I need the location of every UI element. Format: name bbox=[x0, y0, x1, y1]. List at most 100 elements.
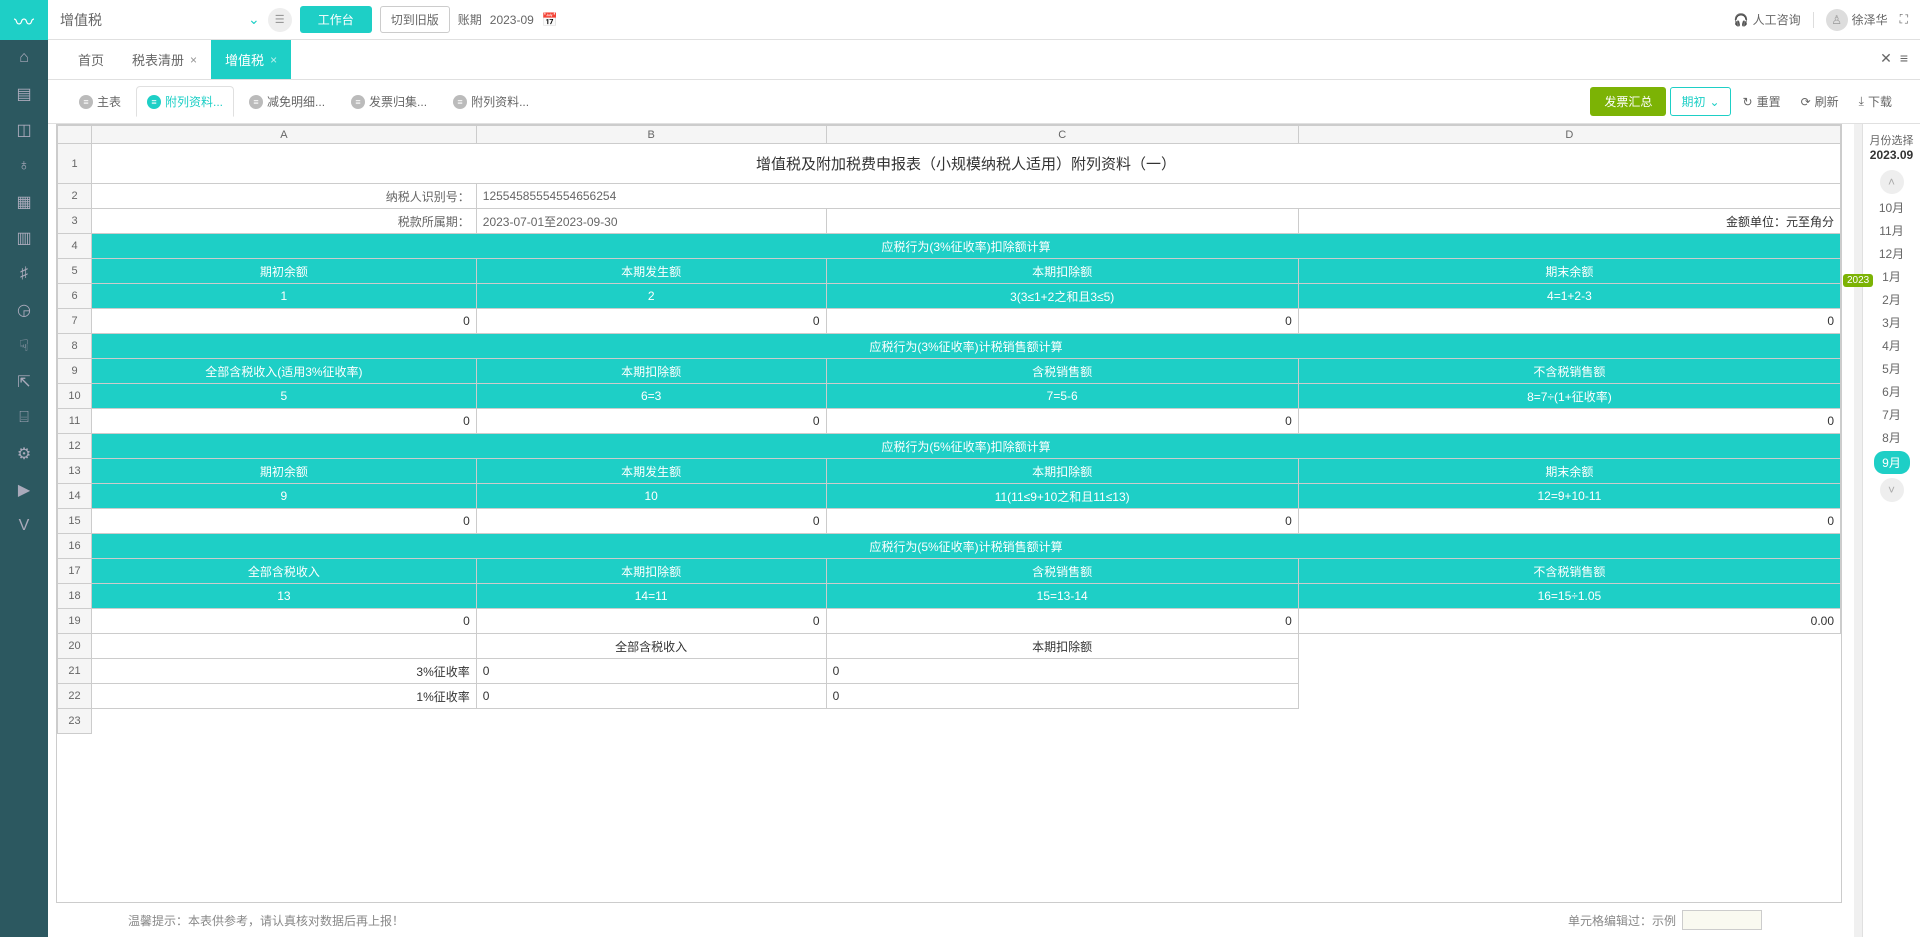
month-item[interactable]: 4月 bbox=[1863, 334, 1920, 357]
row-header[interactable]: 18 bbox=[58, 584, 92, 609]
row-header[interactable]: 19 bbox=[58, 609, 92, 634]
cell[interactable]: 0.00 bbox=[1298, 609, 1840, 634]
tabs-menu-icon[interactable]: ≡ bbox=[1900, 50, 1908, 67]
user-menu[interactable]: ♙ 徐泽华 bbox=[1826, 9, 1888, 31]
cell[interactable]: 0 bbox=[476, 409, 826, 434]
month-item[interactable]: 8月 bbox=[1863, 426, 1920, 449]
col-header[interactable]: B bbox=[476, 126, 826, 144]
month-item[interactable]: 3月 bbox=[1863, 311, 1920, 334]
month-item[interactable]: 11月 bbox=[1863, 219, 1920, 242]
month-item[interactable]: 7月 bbox=[1863, 403, 1920, 426]
invoice-summary-button[interactable]: 发票汇总 bbox=[1590, 87, 1666, 116]
cell[interactable]: 全部含税收入 bbox=[476, 634, 826, 659]
period-value[interactable]: 2023-09 bbox=[490, 13, 534, 27]
nav-hand-icon[interactable]: ☟ bbox=[0, 328, 48, 364]
subtab-attach2[interactable]: ≡附列资料... bbox=[442, 86, 540, 117]
cell[interactable]: 0 bbox=[92, 509, 477, 534]
cell[interactable]: 0 bbox=[1298, 509, 1840, 534]
nav-gauge-icon[interactable]: ◶ bbox=[0, 292, 48, 328]
cell[interactable]: 0 bbox=[826, 659, 1298, 684]
cell[interactable]: 0 bbox=[1298, 309, 1840, 334]
row-header[interactable]: 10 bbox=[58, 384, 92, 409]
row-header[interactable]: 4 bbox=[58, 234, 92, 259]
row-header[interactable]: 3 bbox=[58, 209, 92, 234]
download-button[interactable]: ⤓下载 bbox=[1851, 93, 1900, 110]
nav-table-icon[interactable]: ▥ bbox=[0, 220, 48, 256]
cell[interactable]: 0 bbox=[476, 509, 826, 534]
col-header[interactable]: A bbox=[92, 126, 477, 144]
tab-home[interactable]: 首页 bbox=[64, 40, 118, 79]
header-list-icon[interactable]: ☰ bbox=[268, 8, 292, 32]
cell[interactable] bbox=[1298, 659, 1840, 684]
cell[interactable]: 2023-07-01至2023-09-30 bbox=[476, 209, 826, 234]
subtab-main[interactable]: ≡主表 bbox=[68, 86, 132, 117]
row-header[interactable]: 14 bbox=[58, 484, 92, 509]
subtab-invoice[interactable]: ≡发票归集... bbox=[340, 86, 438, 117]
row-header[interactable]: 15 bbox=[58, 509, 92, 534]
cell[interactable]: 1%征收率 bbox=[92, 684, 477, 709]
month-item[interactable]: 6月 bbox=[1863, 380, 1920, 403]
chevron-down-icon[interactable]: ⌄ bbox=[248, 11, 260, 28]
cell[interactable]: 3%征收率 bbox=[92, 659, 477, 684]
row-header[interactable]: 5 bbox=[58, 259, 92, 284]
row-header[interactable]: 8 bbox=[58, 334, 92, 359]
row-header[interactable]: 16 bbox=[58, 534, 92, 559]
month-item-active[interactable]: 9月 bbox=[1874, 451, 1910, 474]
cell[interactable]: 0 bbox=[92, 309, 477, 334]
tab-list[interactable]: 税表清册× bbox=[118, 40, 211, 79]
nav-video-icon[interactable]: ▶ bbox=[0, 472, 48, 508]
sheet-corner[interactable] bbox=[58, 126, 92, 144]
row-header[interactable]: 1 bbox=[58, 144, 92, 184]
header-dropdown[interactable]: 增值税 bbox=[60, 10, 240, 30]
nav-clipboard-icon[interactable]: ▦ bbox=[0, 184, 48, 220]
tabs-close-icon[interactable]: ✕ bbox=[1880, 50, 1892, 67]
cell[interactable]: 0 bbox=[476, 609, 826, 634]
cell[interactable]: 0 bbox=[826, 409, 1298, 434]
cell[interactable]: 纳税人识别号： bbox=[92, 184, 477, 209]
row-header[interactable]: 6 bbox=[58, 284, 92, 309]
row-header[interactable]: 13 bbox=[58, 459, 92, 484]
reset-button[interactable]: ↻重置 bbox=[1735, 93, 1789, 110]
consult-button[interactable]: 🎧 人工咨询 bbox=[1734, 11, 1801, 28]
cell[interactable]: 0 bbox=[92, 609, 477, 634]
cell[interactable]: 0 bbox=[476, 659, 826, 684]
close-icon[interactable]: × bbox=[270, 53, 277, 67]
nav-export-icon[interactable]: ⇱ bbox=[0, 364, 48, 400]
row-header[interactable]: 21 bbox=[58, 659, 92, 684]
row-header[interactable]: 7 bbox=[58, 309, 92, 334]
workbench-button[interactable]: 工作台 bbox=[300, 6, 372, 33]
cell[interactable]: 0 bbox=[826, 609, 1298, 634]
row-header[interactable]: 22 bbox=[58, 684, 92, 709]
row-header[interactable]: 11 bbox=[58, 409, 92, 434]
cell[interactable] bbox=[92, 709, 1841, 734]
cell[interactable]: 本期扣除额 bbox=[826, 634, 1298, 659]
cell[interactable] bbox=[92, 634, 477, 659]
row-header[interactable]: 12 bbox=[58, 434, 92, 459]
close-icon[interactable]: × bbox=[190, 53, 197, 67]
row-header[interactable]: 20 bbox=[58, 634, 92, 659]
cell[interactable]: 金额单位：元至角分 bbox=[1298, 209, 1840, 234]
app-logo[interactable]: 〰 bbox=[0, 0, 48, 40]
nav-inbox-icon[interactable]: ⌸ bbox=[0, 400, 48, 436]
cell[interactable]: 12554585554554656254 bbox=[476, 184, 1840, 209]
col-header[interactable]: D bbox=[1298, 126, 1840, 144]
fullscreen-icon[interactable]: ⛶ bbox=[1900, 12, 1908, 27]
month-item[interactable]: 12月 bbox=[1863, 242, 1920, 265]
cell[interactable] bbox=[826, 209, 1298, 234]
cell[interactable] bbox=[1298, 684, 1840, 709]
row-header[interactable]: 17 bbox=[58, 559, 92, 584]
refresh-button[interactable]: ⟳刷新 bbox=[1793, 93, 1847, 110]
row-header[interactable]: 23 bbox=[58, 709, 92, 734]
cell[interactable]: 0 bbox=[476, 684, 826, 709]
row-header[interactable]: 9 bbox=[58, 359, 92, 384]
subtab-attach[interactable]: ≡附列资料... bbox=[136, 86, 234, 117]
cell[interactable]: 0 bbox=[826, 684, 1298, 709]
nav-tag-icon[interactable]: ♯ bbox=[0, 256, 48, 292]
cell[interactable]: 税款所属期： bbox=[92, 209, 477, 234]
spreadsheet[interactable]: A B C D 1增值税及附加税费申报表（小规模纳税人适用）附列资料（一） 2纳… bbox=[56, 124, 1842, 903]
cell[interactable]: 0 bbox=[476, 309, 826, 334]
nav-chart-icon[interactable]: ◫ bbox=[0, 112, 48, 148]
cell[interactable]: 0 bbox=[1298, 409, 1840, 434]
nav-doc-icon[interactable]: ▤ bbox=[0, 76, 48, 112]
cell[interactable]: 0 bbox=[826, 309, 1298, 334]
